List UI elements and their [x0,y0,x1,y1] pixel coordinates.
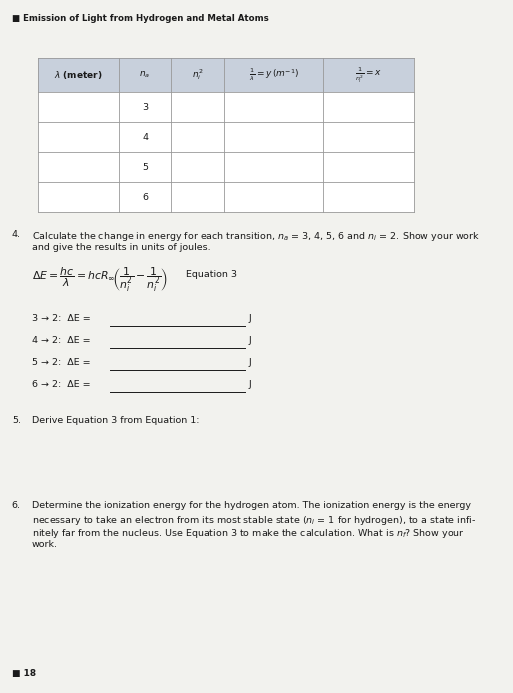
Bar [38,182,413,212]
Text: 6 → 2:  ΔE =: 6 → 2: ΔE = [32,380,91,389]
Text: $n_a$: $n_a$ [140,70,151,80]
Text: $\Delta E = \dfrac{hc}{\lambda} = hcR_\infty\!\left(\dfrac{1}{n_i^2} - \dfrac{1}: $\Delta E = \dfrac{hc}{\lambda} = hcR_\i… [32,266,168,295]
Text: Equation 3: Equation 3 [186,270,236,279]
Text: 3 → 2:  ΔE =: 3 → 2: ΔE = [32,314,91,323]
Text: 4 → 2:  ΔE =: 4 → 2: ΔE = [32,336,91,345]
Text: Calculate the change in energy for each transition, $n_a$ = 3, 4, 5, 6 and $n_i$: Calculate the change in energy for each … [32,230,480,243]
Text: nitely far from the nucleus. Use Equation 3 to make the calculation. What is $n_: nitely far from the nucleus. Use Equatio… [32,527,465,540]
Text: Derive Equation 3 from Equation 1:: Derive Equation 3 from Equation 1: [32,416,200,425]
Bar [38,152,413,182]
Text: $\frac{1}{n_i^2} = x$: $\frac{1}{n_i^2} = x$ [355,65,382,85]
Text: J: J [249,314,252,323]
Text: 5: 5 [142,162,148,171]
Text: $n_i^2$: $n_i^2$ [192,67,203,82]
Text: 4: 4 [142,132,148,141]
Text: J: J [249,380,252,389]
Text: ■ 18: ■ 18 [12,669,36,678]
Bar [38,122,413,152]
Text: and give the results in units of joules.: and give the results in units of joules. [32,243,211,252]
Bar [38,92,413,122]
Text: ■ Emission of Light from Hydrogen and Metal Atoms: ■ Emission of Light from Hydrogen and Me… [12,14,269,23]
Text: 6.: 6. [12,501,21,510]
Text: 5 → 2:  ΔE =: 5 → 2: ΔE = [32,358,91,367]
Text: necessary to take an electron from its most stable state ($n_i$ = 1 for hydrogen: necessary to take an electron from its m… [32,514,476,527]
Text: 3: 3 [142,103,148,112]
Text: Determine the ionization energy for the hydrogen atom. The ionization energy is : Determine the ionization energy for the … [32,501,471,510]
Text: 6: 6 [142,193,148,202]
Text: work.: work. [32,540,58,549]
Bar [38,58,413,92]
Text: $\lambda$ (meter): $\lambda$ (meter) [54,69,103,81]
Text: J: J [249,336,252,345]
Text: 5.: 5. [12,416,21,425]
Text: $\frac{1}{\lambda} = y\,(m^{-1})$: $\frac{1}{\lambda} = y\,(m^{-1})$ [249,67,299,83]
Text: 4.: 4. [12,230,21,239]
Text: J: J [249,358,252,367]
